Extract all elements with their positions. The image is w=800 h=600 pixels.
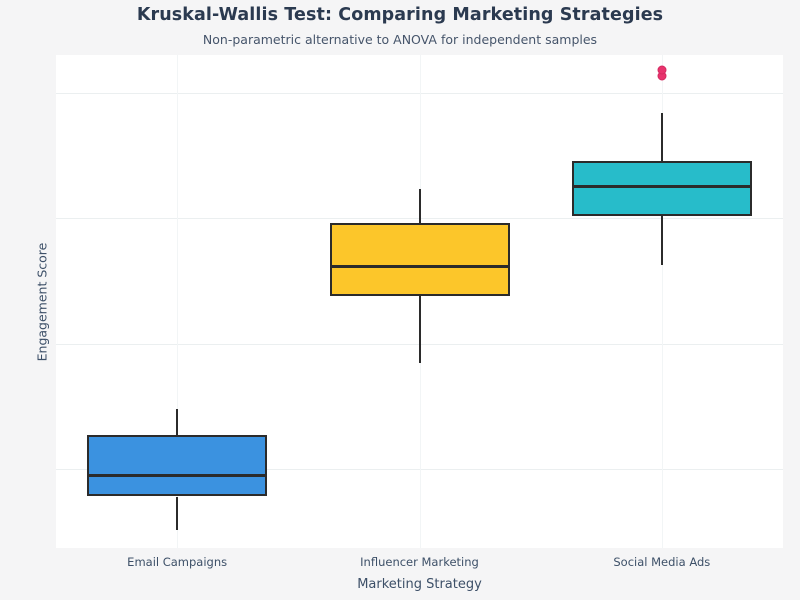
median-line [571, 185, 752, 189]
box-quartile-rect[interactable] [329, 223, 510, 296]
box-plot-group[interactable] [56, 55, 783, 548]
box-plot-group[interactable] [56, 55, 783, 548]
y-axis-label: Engagement Score [34, 242, 50, 361]
box-quartile-rect[interactable] [571, 161, 752, 217]
whisker-upper [418, 188, 421, 224]
whisker-lower [176, 496, 179, 531]
median-line [329, 265, 510, 269]
x-tick-label: Social Media Ads [613, 555, 711, 569]
whisker-upper [660, 113, 663, 162]
x-tick-label: Influencer Marketing [360, 555, 479, 569]
x-axis-label: Marketing Strategy [357, 577, 482, 592]
chart-subtitle: Non-parametric alternative to ANOVA for … [202, 32, 598, 47]
x-tick-label: Email Campaigns [127, 555, 228, 569]
box-plot-group[interactable] [56, 55, 783, 548]
gridline-vertical [177, 55, 179, 548]
page-title: Kruskal-Wallis Test: Comparing Marketing… [136, 5, 664, 25]
whisker-upper [176, 409, 179, 435]
median-line [87, 473, 268, 477]
whisker-lower [418, 295, 421, 364]
box-quartile-rect[interactable] [87, 434, 268, 497]
gridline-vertical [661, 55, 663, 548]
outlier-point [657, 65, 667, 75]
whisker-lower [660, 216, 663, 265]
